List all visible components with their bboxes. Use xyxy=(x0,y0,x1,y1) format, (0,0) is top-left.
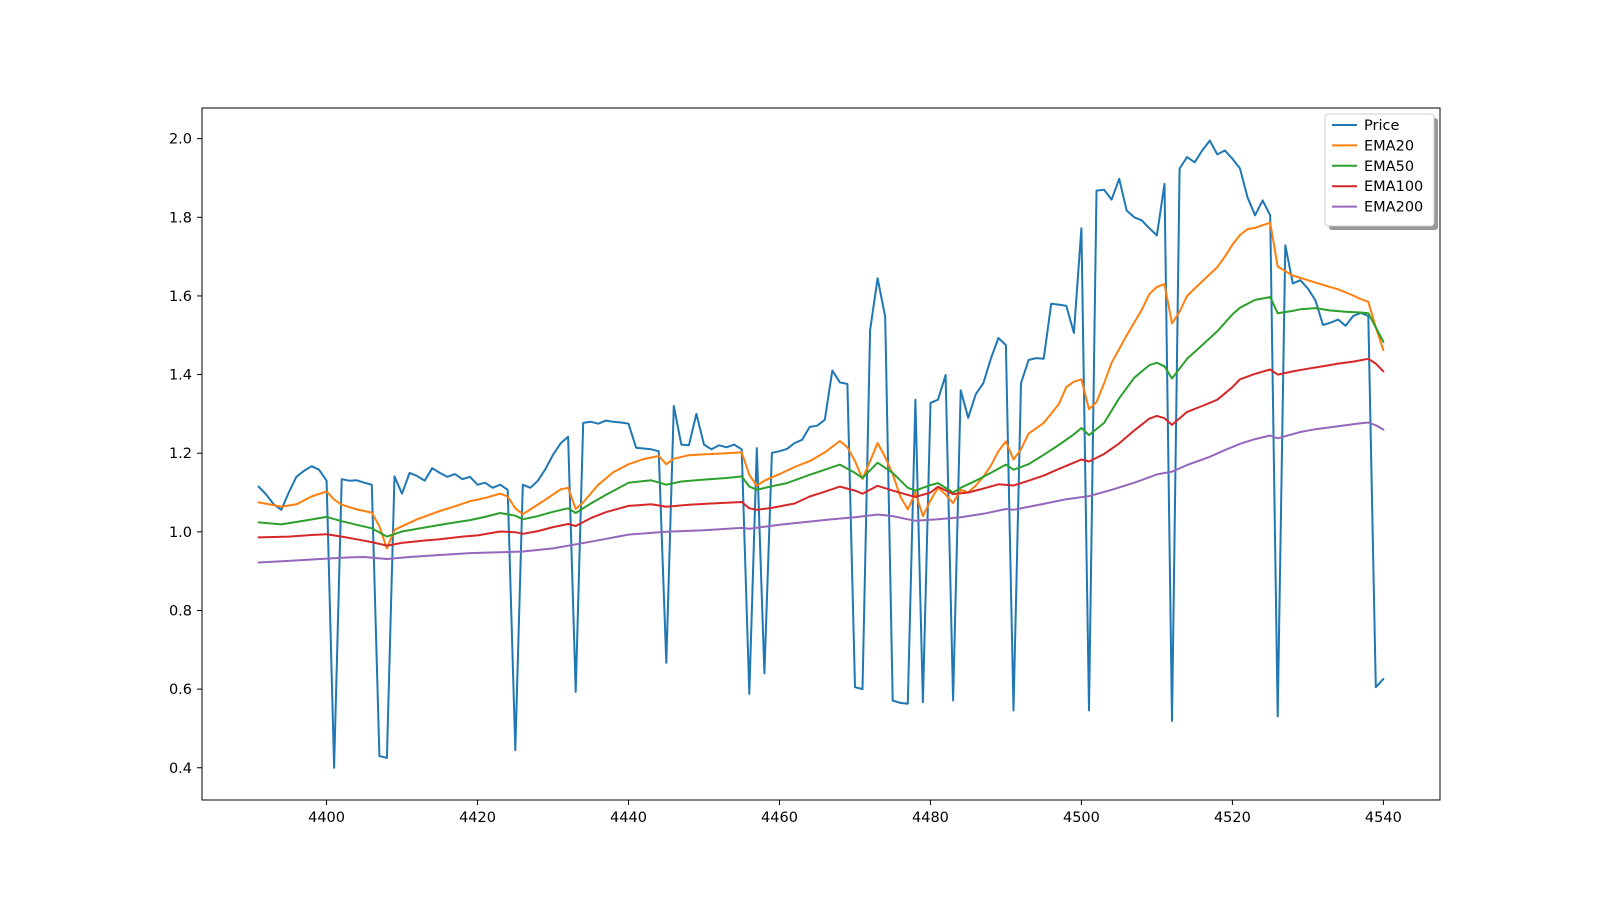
x-tick-label: 4460 xyxy=(761,810,798,826)
y-tick-label: 0.6 xyxy=(169,682,192,698)
y-tick-label: 1.4 xyxy=(169,368,192,384)
legend-label: EMA50 xyxy=(1364,159,1414,175)
ema200-line xyxy=(257,421,1385,564)
price-line xyxy=(257,139,1385,769)
y-tick-label: 1.8 xyxy=(169,210,192,226)
y-tick-label: 2.0 xyxy=(169,132,192,148)
legend-label: EMA100 xyxy=(1364,179,1423,195)
ema20-line xyxy=(257,221,1385,550)
x-tick-label: 4440 xyxy=(610,810,647,826)
x-tick-label: 4400 xyxy=(308,810,345,826)
ema100-line xyxy=(257,357,1385,547)
x-tick-label: 4480 xyxy=(912,810,949,826)
legend-entry-ema20: EMA20 xyxy=(1332,138,1414,154)
y-tick-label: 0.4 xyxy=(169,761,192,777)
legend-entry-ema200: EMA200 xyxy=(1332,200,1423,216)
axes-frame xyxy=(201,107,1441,801)
legend-label: EMA200 xyxy=(1364,200,1423,216)
x-tick-label: 4520 xyxy=(1214,810,1251,826)
legend-entry-ema50: EMA50 xyxy=(1332,159,1414,175)
legend-entry-ema100: EMA100 xyxy=(1332,179,1423,195)
y-tick-label: 1.6 xyxy=(169,289,192,305)
legend-frame xyxy=(1324,113,1435,227)
legend: Price EMA20 EMA50 EMA100 EMA200 xyxy=(1324,113,1438,230)
y-tick-label: 1.2 xyxy=(169,446,192,462)
legend-label: EMA20 xyxy=(1364,138,1414,154)
ema50-line xyxy=(257,296,1385,538)
x-tick-label: 4500 xyxy=(1063,810,1100,826)
legend-entry-price: Price xyxy=(1332,118,1399,134)
legend-label: Price xyxy=(1364,118,1399,134)
x-tick-label: 4540 xyxy=(1365,810,1402,826)
y-tick-label: 0.8 xyxy=(169,603,192,619)
y-tick-label: 1.0 xyxy=(169,525,192,541)
x-tick-label: 4420 xyxy=(459,810,496,826)
